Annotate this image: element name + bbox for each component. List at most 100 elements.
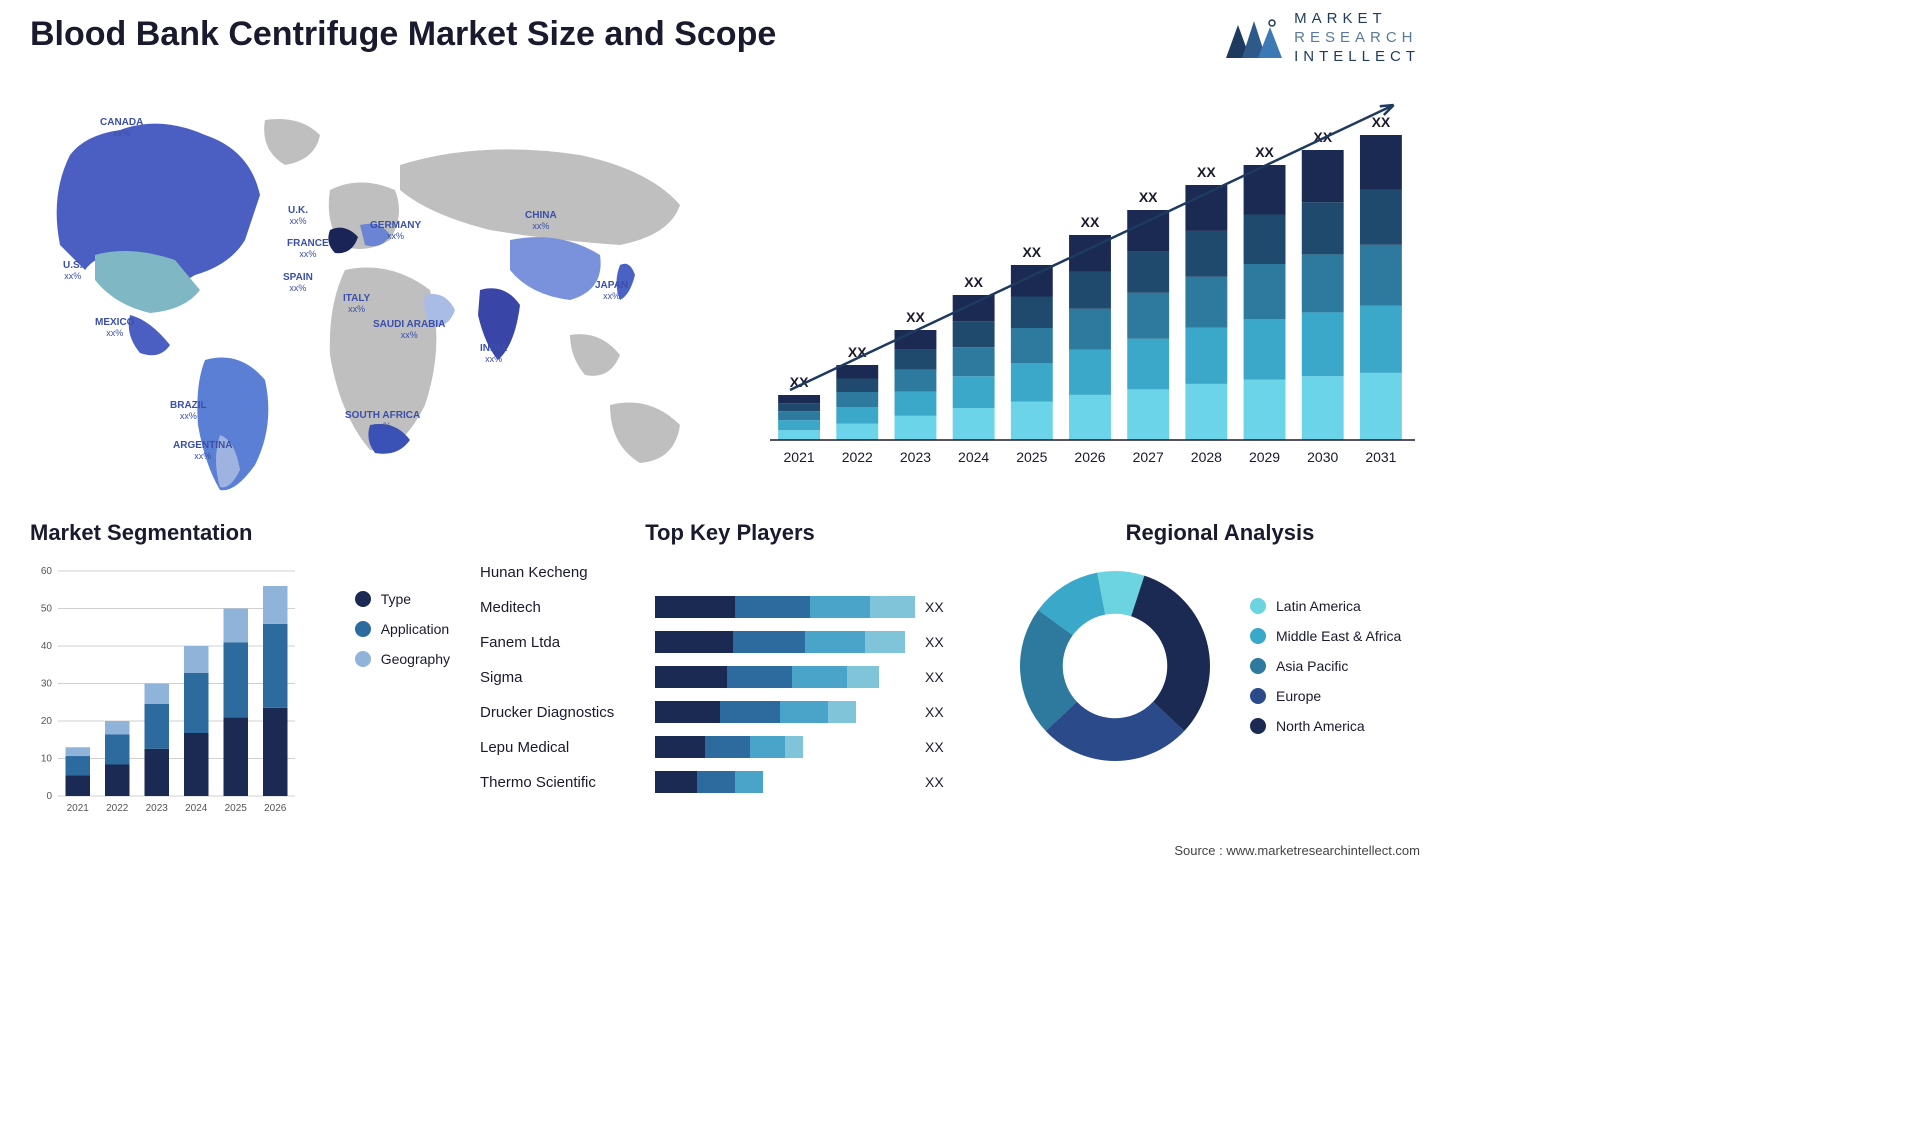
legend-swatch: [1250, 658, 1266, 674]
map-label-u-k-: U.K.xx%: [288, 205, 308, 227]
legend-label: Latin America: [1276, 598, 1361, 614]
donut-legend: Latin America Middle East & Africa Asia Pa…: [1250, 598, 1401, 734]
svg-text:60: 60: [41, 566, 53, 577]
player-bar-segment: [785, 736, 803, 758]
player-bar-segment: [655, 736, 705, 758]
svg-text:2023: 2023: [146, 803, 169, 814]
svg-text:2030: 2030: [1307, 449, 1338, 465]
legend-swatch: [355, 651, 371, 667]
legend-label: Geography: [381, 651, 450, 667]
growth-chart-svg: XX2021XX2022XX2023XX2024XX2025XX2026XX20…: [760, 95, 1420, 480]
map-label-brazil: BRAZILxx%: [170, 400, 207, 422]
player-bar-segment: [828, 701, 856, 723]
player-name: Thermo Scientific: [480, 774, 655, 791]
svg-text:2028: 2028: [1191, 449, 1222, 465]
player-bar-segment: [865, 631, 905, 653]
legend-swatch: [1250, 718, 1266, 734]
player-row: Fanem LtdaXX: [480, 628, 980, 656]
legend-label: Type: [381, 591, 411, 607]
map-label-mexico: MEXICOxx%: [95, 317, 134, 339]
segmentation-legend-item: Geography: [355, 651, 450, 667]
player-bar-segment: [780, 701, 828, 723]
map-label-japan: JAPANxx%: [595, 280, 628, 302]
brand-logo: MARKET RESEARCH INTELLECT: [1224, 10, 1420, 66]
legend-swatch: [355, 591, 371, 607]
legend-label: Middle East & Africa: [1276, 628, 1401, 644]
player-row: Drucker DiagnosticsXX: [480, 698, 980, 726]
player-name: Hunan Kecheng: [480, 564, 655, 581]
player-bar-segment: [792, 666, 847, 688]
player-row: Thermo Scientific XX: [480, 768, 980, 796]
regional-legend-item: Middle East & Africa: [1250, 628, 1401, 644]
svg-text:30: 30: [41, 679, 53, 690]
player-name: Meditech: [480, 599, 655, 616]
svg-text:XX: XX: [1081, 214, 1100, 230]
regional-legend-item: Asia Pacific: [1250, 658, 1401, 674]
player-bar-segment: [870, 596, 915, 618]
logo-line3: INTELLECT: [1294, 48, 1420, 67]
player-bar-segment: [655, 666, 727, 688]
svg-text:50: 50: [41, 604, 53, 615]
legend-swatch: [1250, 628, 1266, 644]
player-value: XX: [915, 739, 955, 755]
legend-label: Application: [381, 621, 450, 637]
svg-text:XX: XX: [1022, 244, 1041, 260]
svg-text:20: 20: [41, 716, 53, 727]
svg-text:2029: 2029: [1249, 449, 1280, 465]
legend-swatch: [1250, 598, 1266, 614]
player-bar: [655, 561, 915, 583]
player-bar-segment: [655, 631, 733, 653]
regional-legend-item: North America: [1250, 718, 1401, 734]
segmentation-legend-item: Application: [355, 621, 450, 637]
player-bar-segment: [750, 736, 785, 758]
player-row: Sigma XX: [480, 663, 980, 691]
player-value: XX: [915, 669, 955, 685]
player-value: XX: [915, 774, 955, 790]
player-bar: [655, 631, 915, 653]
player-bar-segment: [735, 771, 763, 793]
player-bar-segment: [727, 666, 792, 688]
player-name: Lepu Medical: [480, 739, 655, 756]
player-bar-segment: [655, 596, 735, 618]
logo-line1: MARKET: [1294, 10, 1420, 29]
player-bar: [655, 666, 915, 688]
svg-text:2023: 2023: [900, 449, 931, 465]
player-bar: [655, 771, 915, 793]
map-label-argentina: ARGENTINAxx%: [173, 440, 232, 462]
donut-chart: [1010, 561, 1220, 771]
players-title: Top Key Players: [480, 520, 980, 546]
players-section: Top Key Players Hunan Kecheng Meditech XX F…: [480, 520, 980, 803]
page-title: Blood Bank Centrifuge Market Size and Sc…: [30, 15, 776, 54]
segmentation-section: Market Segmentation 01020304050602021202…: [30, 520, 450, 821]
svg-text:2024: 2024: [185, 803, 208, 814]
regional-title: Regional Analysis: [1010, 520, 1430, 546]
player-name: Fanem Ltda: [480, 634, 655, 651]
svg-text:2031: 2031: [1365, 449, 1396, 465]
map-label-saudi-arabia: SAUDI ARABIAxx%: [373, 319, 445, 341]
regional-section: Regional Analysis Latin America Middle Ea…: [1010, 520, 1430, 771]
player-bar-segment: [735, 596, 810, 618]
map-label-india: INDIAxx%: [480, 343, 507, 365]
world-map: CANADAxx%U.S.xx%MEXICOxx%BRAZILxx%ARGENT…: [30, 95, 715, 495]
legend-label: North America: [1276, 718, 1365, 734]
svg-text:XX: XX: [1197, 164, 1216, 180]
segmentation-legend-item: Type: [355, 591, 450, 607]
player-bar-segment: [733, 631, 805, 653]
player-bar-segment: [847, 666, 879, 688]
svg-text:2026: 2026: [1074, 449, 1105, 465]
player-row: Hunan Kecheng: [480, 558, 980, 586]
svg-text:2021: 2021: [784, 449, 815, 465]
player-value: XX: [915, 599, 955, 615]
regional-legend-item: Europe: [1250, 688, 1401, 704]
svg-text:2027: 2027: [1133, 449, 1164, 465]
player-bar-segment: [705, 736, 750, 758]
svg-text:0: 0: [46, 791, 52, 802]
player-bar: [655, 736, 915, 758]
svg-text:2021: 2021: [67, 803, 90, 814]
player-bar-segment: [655, 771, 697, 793]
map-label-france: FRANCExx%: [287, 238, 329, 260]
svg-text:XX: XX: [1372, 114, 1391, 130]
source-attribution: Source : www.marketresearchintellect.com: [1174, 843, 1420, 858]
player-name: Sigma: [480, 669, 655, 686]
players-list: Hunan KechengMeditechXXFanem LtdaXXSigma…: [480, 558, 980, 796]
